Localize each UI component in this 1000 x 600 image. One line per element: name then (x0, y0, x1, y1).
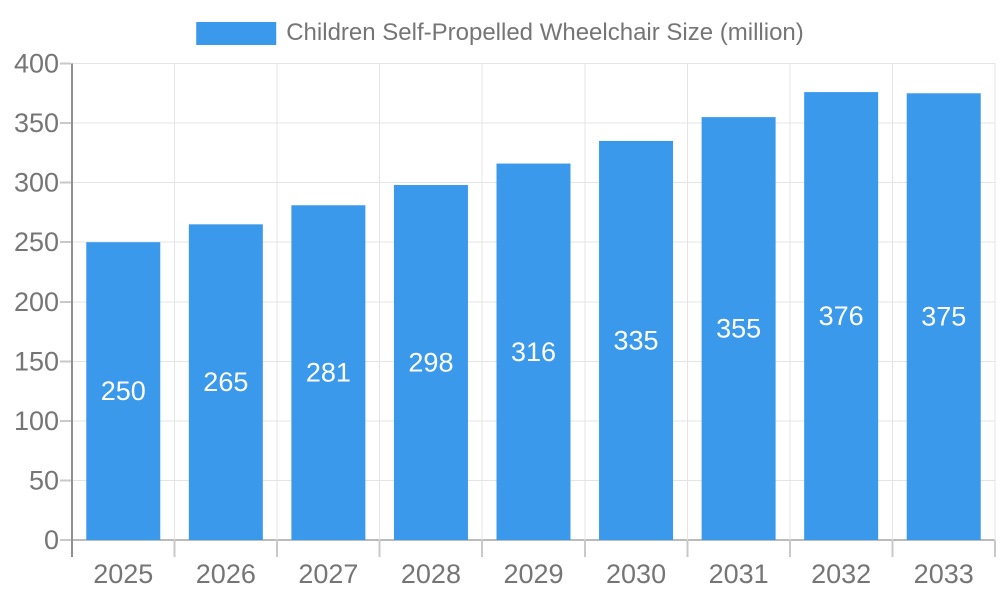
y-tick-label: 200 (14, 287, 59, 317)
bar (701, 117, 776, 540)
bar-value-label: 316 (511, 337, 556, 367)
x-tick-label: 2032 (811, 559, 871, 589)
bar-value-label: 298 (408, 348, 453, 378)
y-tick-label: 400 (14, 49, 59, 79)
chart-legend[interactable]: Children Self-Propelled Wheelchair Size … (196, 19, 804, 47)
y-tick-label: 100 (14, 406, 59, 436)
x-tick-label: 2033 (914, 559, 974, 589)
x-tick-label: 2027 (298, 559, 358, 589)
legend-swatch-icon (196, 21, 277, 45)
y-tick-label: 300 (14, 168, 59, 198)
bar-value-label: 376 (819, 301, 864, 331)
y-tick-label: 350 (14, 108, 59, 138)
x-tick-label: 2028 (401, 559, 461, 589)
bar-value-label: 281 (306, 358, 351, 388)
bar (188, 224, 263, 540)
x-tick-label: 2026 (196, 559, 256, 589)
x-tick-label: 2031 (709, 559, 769, 589)
bar-value-label: 265 (203, 367, 248, 397)
x-tick-label: 2025 (93, 559, 153, 589)
bar-value-label: 335 (614, 325, 659, 355)
x-tick-label: 2029 (503, 559, 563, 589)
bar (906, 93, 981, 540)
bar-value-label: 250 (101, 376, 146, 406)
bar (496, 163, 571, 540)
bar (804, 92, 879, 540)
bar-value-label: 355 (716, 314, 761, 344)
y-tick-label: 50 (29, 465, 59, 495)
bar (393, 185, 468, 540)
bar (86, 242, 161, 540)
legend-label: Children Self-Propelled Wheelchair Size … (286, 19, 804, 46)
x-tick-label: 2030 (606, 559, 666, 589)
bar-value-label: 375 (921, 302, 966, 332)
y-tick-label: 0 (44, 525, 59, 555)
y-tick-label: 250 (14, 227, 59, 257)
bar (291, 205, 366, 541)
y-tick-label: 150 (14, 346, 59, 376)
bar (599, 140, 674, 540)
